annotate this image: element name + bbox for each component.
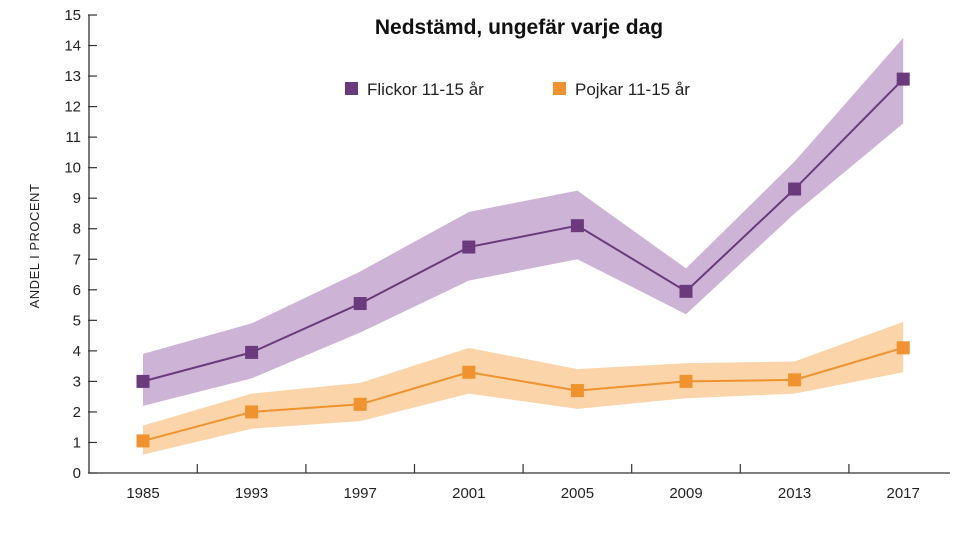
y-tick-label: 15: [64, 7, 81, 24]
y-tick-label: 12: [64, 99, 81, 116]
marker-series-1: [570, 219, 584, 233]
marker-series-1: [462, 240, 476, 254]
legend-label-2: Pojkar 11-15 år: [575, 80, 690, 99]
series-markers: [136, 72, 910, 448]
y-axis-label: ANDEL I PROCENT: [27, 184, 42, 309]
y-tick-label: 10: [64, 160, 81, 177]
y-tick-label: 3: [73, 373, 81, 390]
x-tick-label: 2001: [452, 485, 485, 502]
y-tick-label: 8: [73, 221, 81, 238]
marker-series-2: [896, 341, 910, 355]
y-tick-label: 9: [73, 190, 81, 207]
series-lines: [142, 78, 904, 442]
band-series-2: [143, 321, 904, 455]
y-tick-label: 14: [64, 38, 81, 55]
x-tick-label: 1997: [344, 485, 377, 502]
marker-series-1: [245, 345, 259, 359]
marker-series-1: [788, 182, 802, 196]
x-tick-label: 1985: [126, 485, 159, 502]
y-tick-label: 4: [73, 343, 81, 360]
band-series-1: [143, 37, 904, 406]
marker-series-1: [896, 72, 910, 86]
y-tick-label: 5: [73, 312, 81, 329]
y-tick-label: 11: [65, 129, 81, 146]
legend-swatch-2: [553, 82, 566, 95]
line-series-1: [142, 78, 904, 383]
marker-series-2: [679, 374, 693, 388]
legend-swatch-1: [345, 82, 358, 95]
line-series-2: [142, 346, 904, 442]
y-tick-label: 0: [73, 465, 81, 482]
marker-series-1: [136, 374, 150, 388]
marker-series-2: [136, 434, 150, 448]
x-tick-label: 2013: [778, 485, 811, 502]
marker-series-2: [788, 373, 802, 387]
y-tick-label: 6: [73, 282, 81, 299]
marker-series-2: [353, 397, 367, 411]
marker-series-2: [462, 365, 476, 379]
legend-label-1: Flickor 11-15 år: [367, 80, 484, 99]
x-tick-label: 2005: [561, 485, 594, 502]
y-tick-label: 2: [73, 404, 81, 421]
y-tick-label: 7: [73, 251, 81, 268]
chart-title: Nedstämd, ungefär varje dag: [375, 16, 663, 39]
y-tick-label: 1: [73, 434, 81, 451]
confidence-bands: [143, 37, 904, 455]
marker-series-1: [353, 297, 367, 311]
marker-series-2: [245, 405, 259, 419]
x-tick-label: 1993: [235, 485, 268, 502]
y-tick-label: 13: [64, 68, 81, 85]
x-tick-label: 2017: [887, 485, 920, 502]
marker-series-1: [679, 284, 693, 298]
marker-series-2: [570, 384, 584, 398]
x-tick-label: 2009: [669, 485, 702, 502]
legend: Flickor 11-15 år Pojkar 11-15 år: [345, 80, 690, 99]
